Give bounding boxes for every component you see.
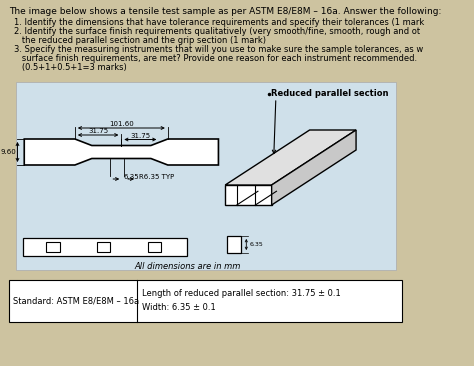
- Polygon shape: [225, 130, 356, 185]
- Text: 9.60: 9.60: [1, 149, 17, 155]
- Text: Reduced parallel section: Reduced parallel section: [271, 90, 388, 98]
- Bar: [227, 236, 241, 253]
- Polygon shape: [272, 130, 356, 205]
- Bar: [16, 82, 396, 270]
- Text: 6.35: 6.35: [124, 174, 139, 180]
- Text: 31.75: 31.75: [88, 128, 108, 134]
- Text: The image below shows a tensile test sample as per ASTM E8/E8M – 16a. Answer the: The image below shows a tensile test sam…: [9, 7, 441, 16]
- Polygon shape: [24, 139, 219, 165]
- Text: Width: 6.35 ± 0.1: Width: 6.35 ± 0.1: [142, 303, 215, 312]
- Text: 1. Identify the dimensions that have tolerance requirements and specify their to: 1. Identify the dimensions that have tol…: [14, 18, 424, 27]
- Text: 3. Specify the measuring instruments that will you use to make sure the sample t: 3. Specify the measuring instruments tha…: [14, 45, 423, 54]
- Text: the reduced parallel section and the grip section (1 mark): the reduced parallel section and the gri…: [14, 36, 266, 45]
- Text: (0.5+1+0.5+1=3 marks): (0.5+1+0.5+1=3 marks): [14, 63, 127, 72]
- Text: 31.75: 31.75: [130, 132, 150, 138]
- Bar: [97, 242, 110, 252]
- Text: Standard: ASTM E8/E8M – 16a: Standard: ASTM E8/E8M – 16a: [13, 296, 139, 306]
- Bar: [147, 242, 161, 252]
- Text: 2. Identify the surface finish requirements qualitatively (very smooth/fine, smo: 2. Identify the surface finish requireme…: [14, 27, 420, 36]
- Bar: [46, 242, 60, 252]
- Text: 101.60: 101.60: [109, 121, 134, 127]
- Text: surface finish requirements, are met? Provide one reason for each instrument rec: surface finish requirements, are met? Pr…: [14, 54, 417, 63]
- Polygon shape: [225, 185, 272, 205]
- Bar: [23, 238, 187, 256]
- Bar: [9, 280, 402, 322]
- Text: R6.35 TYP: R6.35 TYP: [139, 174, 174, 180]
- Text: 6.35: 6.35: [250, 242, 264, 247]
- Text: Length of reduced parallel section: 31.75 ± 0.1: Length of reduced parallel section: 31.7…: [142, 289, 340, 298]
- Text: All dimensions are in mm: All dimensions are in mm: [134, 262, 240, 271]
